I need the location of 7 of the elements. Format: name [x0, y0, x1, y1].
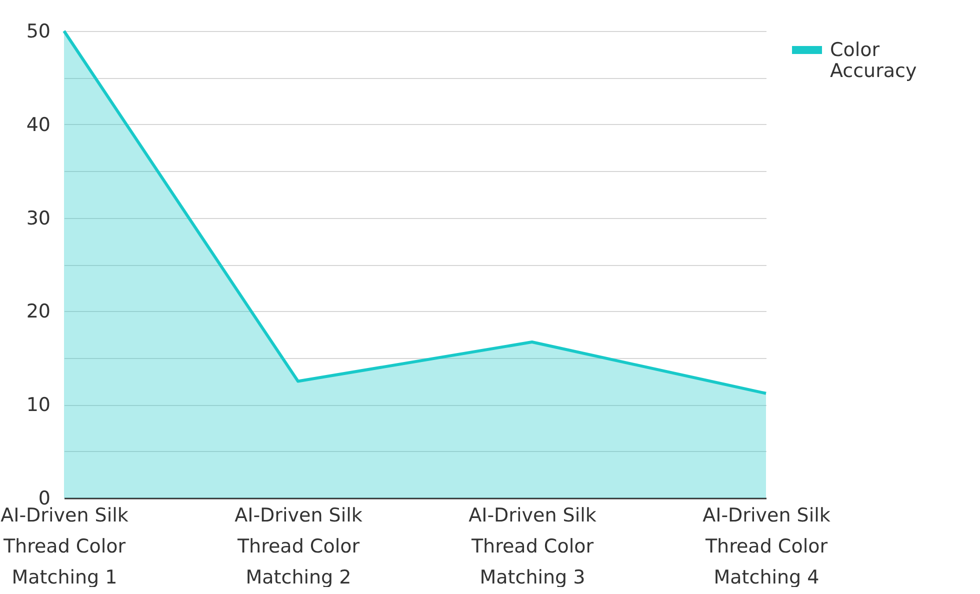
y-tick-label: 10 — [26, 394, 50, 416]
y-tick-label: 30 — [26, 207, 50, 230]
y-tick-label: 0 — [38, 488, 50, 510]
y-tick-label: 40 — [26, 114, 50, 136]
y-tick-label: 20 — [26, 300, 50, 323]
y-tick-label: 50 — [26, 20, 50, 42]
legend-label: Color Accuracy — [830, 39, 917, 82]
